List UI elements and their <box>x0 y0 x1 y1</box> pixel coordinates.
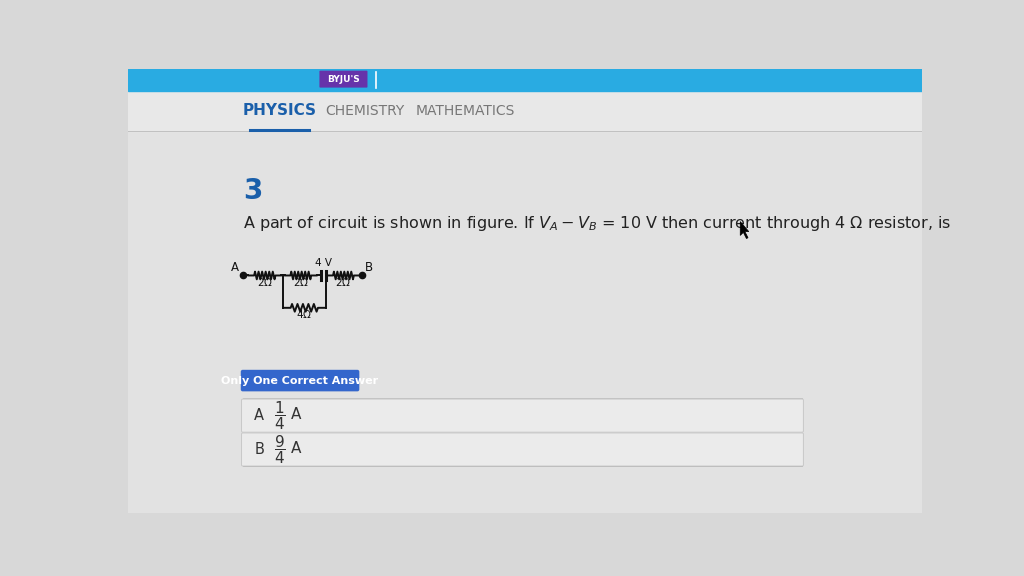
Text: B: B <box>366 261 374 274</box>
Text: 2$\Omega$: 2$\Omega$ <box>293 276 309 288</box>
Text: BYJU'S: BYJU'S <box>327 75 359 84</box>
Text: CHEMISTRY: CHEMISTRY <box>325 104 404 118</box>
FancyBboxPatch shape <box>319 71 368 88</box>
Text: $\dfrac{1}{4}$ A: $\dfrac{1}{4}$ A <box>273 399 302 432</box>
Bar <box>128 90 922 131</box>
Text: A: A <box>254 408 264 423</box>
Text: MATHEMATICS: MATHEMATICS <box>416 104 515 118</box>
Text: A part of circuit is shown in figure. If $V_A - V_B$ = 10 V then current through: A part of circuit is shown in figure. If… <box>243 214 951 233</box>
FancyBboxPatch shape <box>241 370 359 391</box>
Text: 4$\Omega$: 4$\Omega$ <box>296 308 312 320</box>
Bar <box>128 69 922 90</box>
Text: $\dfrac{9}{4}$ A: $\dfrac{9}{4}$ A <box>273 433 302 466</box>
Text: A: A <box>230 261 239 274</box>
Polygon shape <box>740 222 749 238</box>
Bar <box>128 131 922 513</box>
FancyBboxPatch shape <box>242 399 804 432</box>
Text: B: B <box>254 442 264 457</box>
Text: 3: 3 <box>243 177 262 205</box>
Text: 4 V: 4 V <box>314 258 332 268</box>
Text: Only One Correct Answer: Only One Correct Answer <box>221 376 379 385</box>
Text: 2$\Omega$: 2$\Omega$ <box>257 276 272 288</box>
Text: PHYSICS: PHYSICS <box>242 103 316 118</box>
Text: 2$\Omega$: 2$\Omega$ <box>336 276 351 288</box>
FancyBboxPatch shape <box>242 433 804 466</box>
